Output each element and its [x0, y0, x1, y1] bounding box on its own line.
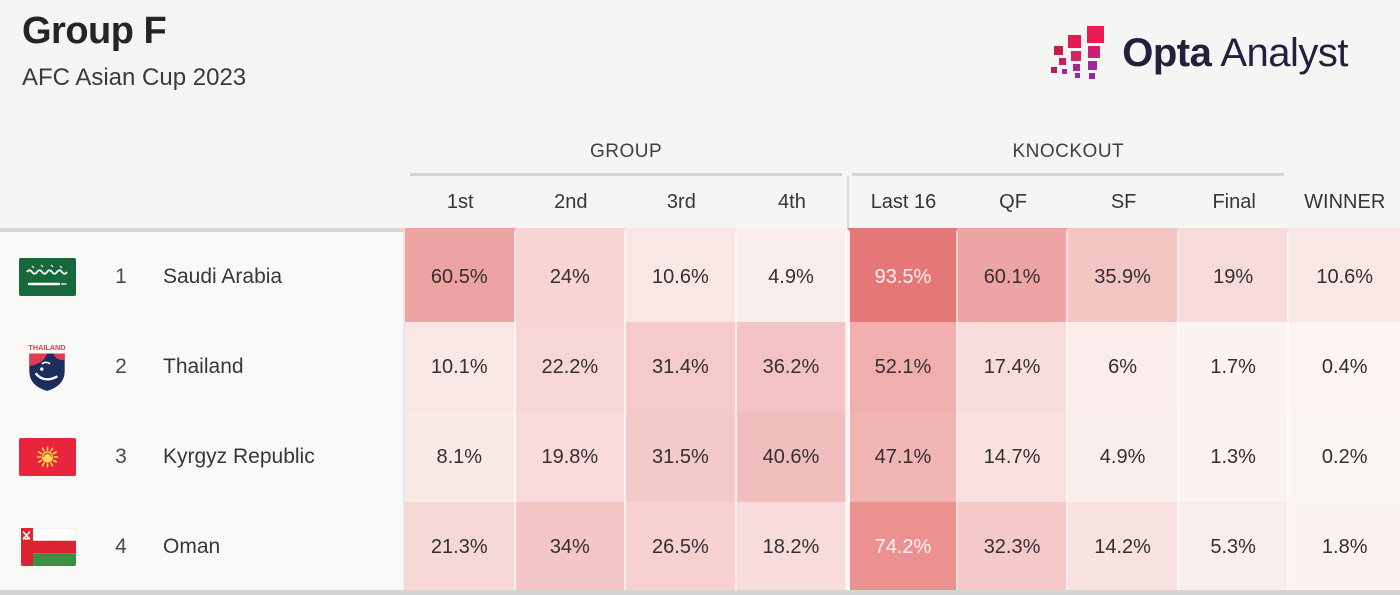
- heat-cell: 34%: [515, 502, 627, 592]
- logo-word-opta: Opta: [1122, 30, 1212, 75]
- heat-cell: 10.6%: [1289, 228, 1400, 322]
- heat-cell: 22.2%: [515, 322, 627, 412]
- heat-cell: 60.5%: [405, 228, 516, 322]
- column-header-winner: WINNER: [1304, 190, 1386, 213]
- heat-cell: 4.9%: [1068, 412, 1179, 502]
- svg-text:THAILAND: THAILAND: [28, 343, 65, 352]
- logo-word-analyst: Analyst: [1220, 30, 1348, 75]
- team-name: Saudi Arabia: [163, 265, 283, 288]
- section-label-knockout: KNOCKOUT: [852, 130, 1285, 176]
- opta-logo-wordmark: Opta Analyst: [1122, 31, 1348, 76]
- heat-cell: 47.1%: [847, 412, 958, 502]
- heat-cell: 93.5%: [847, 228, 958, 322]
- column-header-final: Final: [1212, 190, 1256, 213]
- heat-cell: 6%: [1068, 322, 1179, 412]
- team-cell: THAILAND 2 Thailand: [0, 322, 405, 412]
- heat-cell: 8.1%: [405, 412, 516, 502]
- column-header-3rd: 3rd: [666, 190, 696, 213]
- header-spacer: [0, 176, 405, 228]
- heat-cell: 10.1%: [405, 322, 516, 412]
- heat-cell: 1.7%: [1178, 322, 1290, 412]
- column-header-2nd: 2nd: [554, 190, 588, 213]
- heat-cell: 5.3%: [1178, 502, 1290, 592]
- heat-cell: 74.2%: [847, 502, 958, 592]
- kyrgyz-republic-flag-icon: [18, 438, 76, 476]
- team-cell: 4 Oman: [0, 502, 405, 592]
- column-header-qf: QF: [999, 190, 1027, 213]
- heat-cell: 17.4%: [957, 322, 1069, 412]
- heat-cell: 19%: [1178, 228, 1290, 322]
- thailand-flag-icon: THAILAND: [18, 341, 76, 393]
- column-header-sf: SF: [1110, 190, 1137, 213]
- heat-cell: 10.6%: [626, 228, 737, 322]
- heat-cell: 0.2%: [1289, 412, 1400, 502]
- heat-cell: 0.4%: [1289, 322, 1400, 412]
- heat-cell: 21.3%: [405, 502, 516, 592]
- column-header-last-16: Last 16: [847, 176, 958, 228]
- heat-cell: 1.3%: [1178, 412, 1290, 502]
- team-rank: 3: [115, 445, 127, 468]
- heat-cell: 31.5%: [626, 412, 737, 502]
- title-block: Group F AFC Asian Cup 2023: [22, 8, 246, 92]
- column-header-4th: 4th: [778, 190, 806, 213]
- page-subtitle: AFC Asian Cup 2023: [22, 63, 247, 91]
- heat-cell: 19.8%: [515, 412, 627, 502]
- heat-cell: 31.4%: [626, 322, 737, 412]
- column-header-1st: 1st: [446, 190, 474, 213]
- heat-cell: 26.5%: [626, 502, 737, 592]
- bottom-divider: [0, 590, 1400, 595]
- team-cell: 3 Kyrgyz Republic: [0, 412, 405, 502]
- saudi-arabia-flag-icon: [18, 258, 76, 296]
- section-label-group: GROUP: [410, 130, 843, 176]
- opta-analyst-logo: Opta Analyst: [1051, 26, 1348, 80]
- team-rank: 1: [115, 265, 127, 288]
- heat-cell: 35.9%: [1068, 228, 1179, 322]
- heat-cell: 1.8%: [1289, 502, 1400, 592]
- oman-flag-icon: [18, 528, 76, 566]
- heat-cell: 14.2%: [1068, 502, 1179, 592]
- winner-spacer: [1289, 130, 1400, 176]
- heat-cell: 18.2%: [736, 502, 848, 592]
- heat-cell: 52.1%: [847, 322, 958, 412]
- team-name: Oman: [163, 535, 221, 558]
- team-name: Thailand: [163, 355, 244, 378]
- team-name: Kyrgyz Republic: [163, 445, 315, 468]
- opta-logo-mark-icon: [1051, 26, 1122, 80]
- team-rank: 2: [115, 355, 127, 378]
- heat-cell: 60.1%: [957, 228, 1069, 322]
- heat-cell: 24%: [515, 228, 627, 322]
- heat-cell: 14.7%: [957, 412, 1069, 502]
- team-cell: 1 Saudi Arabia: [0, 228, 405, 322]
- heat-cell: 40.6%: [736, 412, 848, 502]
- heat-cell: 4.9%: [736, 228, 848, 322]
- heat-cell: 36.2%: [736, 322, 848, 412]
- prob-table: GROUP KNOCKOUT 1st 2nd 3rd 4th Last 16 QF SF Fina…: [0, 130, 1400, 592]
- page-title: Group F: [22, 10, 167, 52]
- team-rank: 4: [115, 535, 127, 558]
- heat-cell: 32.3%: [957, 502, 1069, 592]
- header-spacer: [0, 130, 405, 176]
